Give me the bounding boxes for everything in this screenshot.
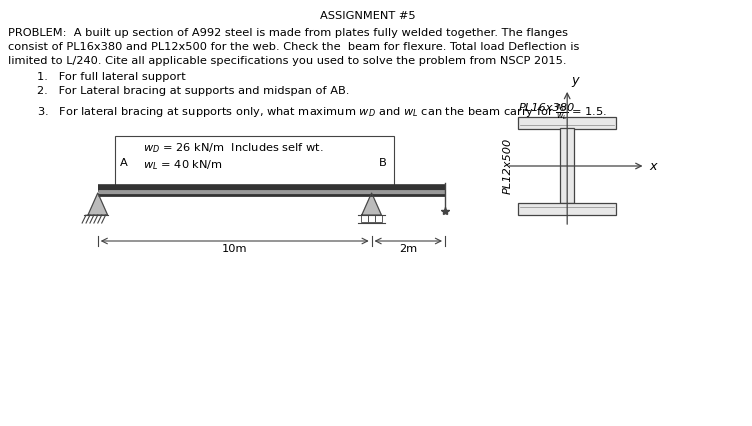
Text: consist of PL16x380 and PL12x500 for the web. Check the  beam for flexure. Total: consist of PL16x380 and PL12x500 for the…: [8, 42, 579, 52]
Polygon shape: [88, 193, 108, 215]
Text: PL16x380: PL16x380: [518, 103, 575, 113]
Bar: [368, 215, 375, 222]
Polygon shape: [362, 193, 381, 215]
Text: 10m: 10m: [222, 244, 247, 254]
Text: 3.   For lateral bracing at supports only, what maximum $w_D$ and $w_L$ can the : 3. For lateral bracing at supports only,…: [37, 103, 607, 123]
Text: limited to L/240. Cite all applicable specifications you used to solve the probl: limited to L/240. Cite all applicable sp…: [8, 56, 566, 66]
Bar: [518, 117, 616, 129]
Text: ASSIGNMENT #5: ASSIGNMENT #5: [320, 11, 416, 21]
Text: PL12x500: PL12x500: [502, 138, 512, 194]
Text: PROBLEM:  A built up section of A992 steel is made from plates fully welded toge: PROBLEM: A built up section of A992 stee…: [8, 28, 568, 38]
Text: y: y: [571, 74, 578, 87]
Text: x: x: [649, 159, 656, 173]
Bar: [560, 128, 574, 203]
Text: 2.   For Lateral bracing at supports and midspan of AB.: 2. For Lateral bracing at supports and m…: [37, 86, 350, 96]
Bar: [115, 136, 394, 188]
Text: 2m: 2m: [399, 244, 417, 254]
Text: B: B: [378, 158, 387, 168]
Text: A: A: [120, 158, 128, 168]
Text: $w_L$ = 40 kN/m: $w_L$ = 40 kN/m: [143, 158, 223, 172]
Text: 1.   For full lateral support: 1. For full lateral support: [37, 72, 186, 82]
Bar: [518, 203, 616, 215]
Bar: [362, 215, 368, 222]
Bar: [375, 215, 382, 222]
Text: $w_D$ = 26 kN/m  Includes self wt.: $w_D$ = 26 kN/m Includes self wt.: [143, 141, 323, 155]
